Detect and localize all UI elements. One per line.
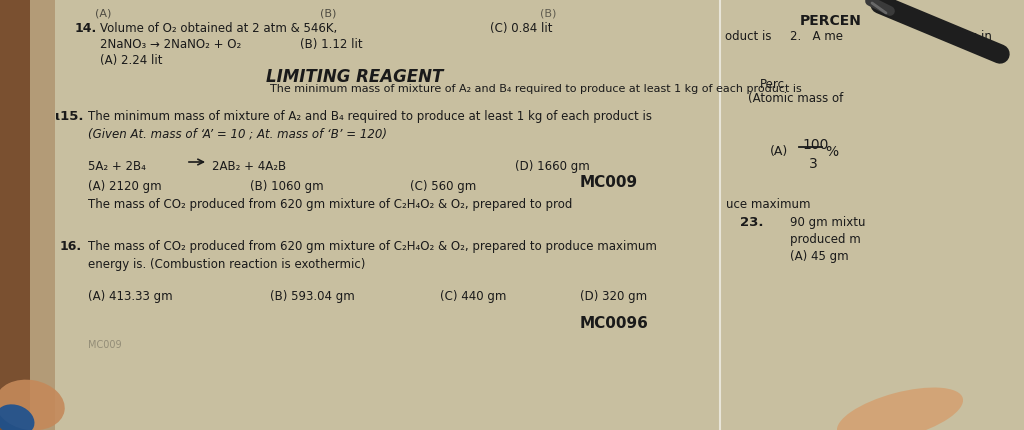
Text: energy is. (Combustion reaction is exothermic): energy is. (Combustion reaction is exoth…	[88, 258, 366, 270]
Text: (C) 0.84 lit: (C) 0.84 lit	[490, 22, 553, 35]
Text: MC0096: MC0096	[580, 315, 649, 330]
Text: 2NaNO₃ → 2NaNO₂ + O₂: 2NaNO₃ → 2NaNO₂ + O₂	[100, 38, 242, 51]
Text: (C) 440 gm: (C) 440 gm	[440, 289, 507, 302]
Text: (Given At. mass of ‘A’ = 10 ; At. mass of ‘B’ = 120): (Given At. mass of ‘A’ = 10 ; At. mass o…	[88, 128, 387, 141]
Ellipse shape	[0, 404, 35, 430]
Text: (A) 413.33 gm: (A) 413.33 gm	[88, 289, 173, 302]
Text: (A) 2120 gm: (A) 2120 gm	[88, 180, 162, 193]
Text: (B) 593.04 gm: (B) 593.04 gm	[270, 289, 354, 302]
Text: 14.: 14.	[75, 22, 97, 35]
Text: The minimum mass of mixture of A₂ and B₄ required to produce at least 1 kg of ea: The minimum mass of mixture of A₂ and B₄…	[270, 84, 802, 94]
Text: (B) 1.12 lit: (B) 1.12 lit	[300, 38, 362, 51]
Ellipse shape	[0, 380, 65, 430]
Text: (A): (A)	[95, 8, 112, 18]
Text: (B): (B)	[319, 8, 336, 18]
Text: uce maximum: uce maximum	[726, 197, 811, 211]
Ellipse shape	[837, 387, 963, 430]
Text: LIMITING REAGENT: LIMITING REAGENT	[266, 68, 443, 86]
Text: PERCEN: PERCEN	[800, 14, 862, 28]
Text: (C) 560 gm: (C) 560 gm	[410, 180, 476, 193]
Text: produced m: produced m	[790, 233, 861, 246]
Text: 5A₂ + 2B₄: 5A₂ + 2B₄	[88, 160, 145, 172]
Text: (D) 1660 gm: (D) 1660 gm	[515, 160, 590, 172]
Text: 23.: 23.	[740, 215, 764, 228]
FancyBboxPatch shape	[0, 0, 31, 430]
Text: (Atomic mass of: (Atomic mass of	[748, 92, 843, 105]
Text: Perc: Perc	[760, 78, 785, 91]
Text: 16.: 16.	[60, 240, 82, 252]
Text: 2AB₂ + 4A₂B: 2AB₂ + 4A₂B	[212, 160, 286, 172]
Text: (B) 1060 gm: (B) 1060 gm	[250, 180, 324, 193]
Text: oduct is: oduct is	[725, 30, 771, 43]
Text: %: %	[825, 144, 838, 159]
Text: 2.   A me: 2. A me	[790, 30, 843, 43]
Text: MC009: MC009	[88, 339, 122, 349]
Text: The mass of CO₂ produced from 620 gm mixture of C₂H₄O₂ & O₂, prepared to produce: The mass of CO₂ produced from 620 gm mix…	[88, 240, 656, 252]
Text: 100: 100	[802, 138, 828, 152]
Text: ι15.: ι15.	[55, 110, 84, 123]
Text: Volume of O₂ obtained at 2 atm & 546K,: Volume of O₂ obtained at 2 atm & 546K,	[100, 22, 337, 35]
Text: 3: 3	[809, 157, 818, 171]
Text: The mass of CO₂ produced from 620 gm mixture of C₂H₄O₂ & O₂, prepared to prod: The mass of CO₂ produced from 620 gm mix…	[88, 197, 572, 211]
Text: (A) 2.24 lit: (A) 2.24 lit	[100, 54, 163, 67]
Text: (A): (A)	[770, 144, 788, 158]
Text: MC009: MC009	[580, 175, 638, 190]
Text: (B): (B)	[540, 8, 556, 18]
Text: The minimum mass of mixture of A₂ and B₄ required to produce at least 1 kg of ea: The minimum mass of mixture of A₂ and B₄…	[88, 110, 652, 123]
Text: (D) 320 gm: (D) 320 gm	[580, 289, 647, 302]
Text: 90 gm mixtu: 90 gm mixtu	[790, 215, 865, 228]
Text: ss in: ss in	[965, 30, 992, 43]
FancyBboxPatch shape	[30, 0, 55, 430]
Text: (A) 45 gm: (A) 45 gm	[790, 249, 849, 262]
